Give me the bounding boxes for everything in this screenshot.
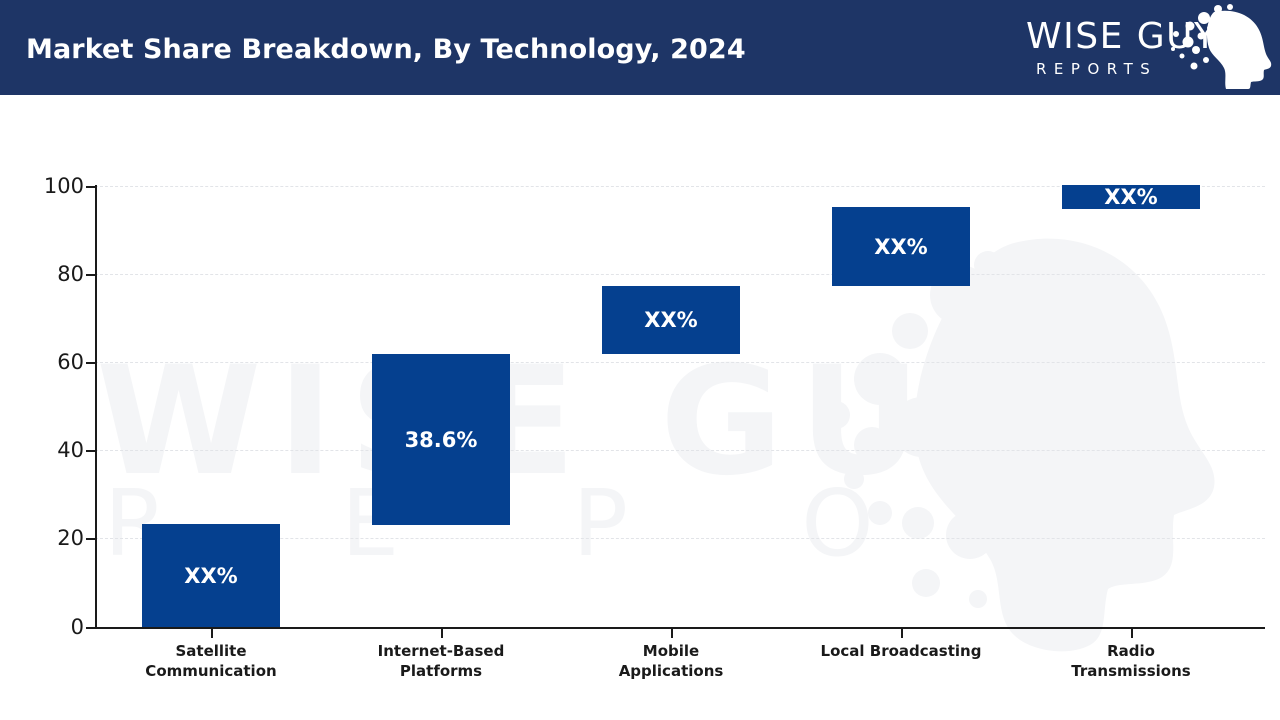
bar-label-local-broadcasting: XX%	[874, 234, 928, 259]
x-tick-4	[1131, 627, 1133, 638]
x-axis-label-line-2: Applications	[618, 662, 724, 680]
bar-label-satellite-communication: XX%	[184, 563, 238, 588]
bar-local-broadcasting[interactable]: XX%	[832, 207, 970, 286]
wise-guy-reports-logo: WISE GUY REPORTS	[1018, 4, 1276, 90]
x-axis-label-satellite-communication: Satellite Communication	[145, 641, 276, 681]
y-tick-label-80: 80	[57, 262, 84, 286]
page-title: Market Share Breakdown, By Technology, 2…	[26, 34, 746, 65]
gridline-100	[95, 186, 1265, 187]
page-header: Market Share Breakdown, By Technology, 2…	[0, 0, 1280, 95]
x-axis-label-line-1: Local Broadcasting	[820, 642, 982, 660]
x-axis-label-line-2: Transmissions	[1071, 662, 1191, 680]
bar-mobile-applications[interactable]: XX%	[602, 286, 740, 354]
svg-text:REPORTS: REPORTS	[1036, 60, 1157, 78]
y-tick-label-60: 60	[57, 350, 84, 374]
y-tick-label-100: 100	[43, 174, 84, 198]
y-axis-line	[95, 185, 97, 627]
x-axis-label-mobile-applications: Mobile Applications	[619, 641, 724, 681]
x-axis-label-line-1: Mobile	[642, 642, 700, 660]
x-axis-label-line-1: Radio	[1107, 642, 1155, 660]
svg-text:WISE GUY: WISE GUY	[1026, 16, 1218, 57]
chart-canvas: WISE GUY R E P O R T S	[0, 95, 1280, 720]
gridline-20	[95, 538, 1265, 539]
y-tick-label-0: 0	[70, 615, 84, 639]
x-tick-2	[671, 627, 673, 638]
bar-label-mobile-applications: XX%	[644, 308, 698, 332]
x-tick-1	[441, 627, 443, 638]
x-axis-line	[95, 627, 1265, 629]
bar-label-radio-transmissions: XX%	[1104, 185, 1158, 209]
y-tick-label-20: 20	[57, 526, 84, 550]
x-axis-label-internet-based-platforms: Internet-Based Platforms	[378, 641, 505, 681]
gridline-60	[95, 362, 1265, 363]
bar-label-internet-based-platforms: 38.6%	[404, 427, 478, 452]
x-axis-label-radio-transmissions: Radio Transmissions	[1071, 641, 1190, 681]
gridline-40	[95, 450, 1265, 451]
plot-area: 100 80 60 40 20 0	[44, 95, 1265, 720]
bar-satellite-communication[interactable]: XX%	[142, 524, 280, 627]
x-tick-0	[211, 627, 213, 638]
x-tick-3	[901, 627, 903, 638]
gridline-80	[95, 274, 1265, 275]
x-axis-label-local-broadcasting: Local Broadcasting	[821, 641, 982, 661]
x-axis-label-line-2: Communication	[145, 662, 277, 680]
bar-radio-transmissions[interactable]: XX%	[1062, 185, 1200, 209]
x-axis-label-line-1: Internet-Based	[377, 642, 505, 660]
bar-internet-based-platforms[interactable]: 38.6%	[372, 354, 510, 525]
x-axis-label-line-1: Satellite	[175, 642, 247, 660]
y-tick-label-40: 40	[57, 438, 84, 462]
x-axis-label-line-2: Platforms	[399, 662, 483, 680]
